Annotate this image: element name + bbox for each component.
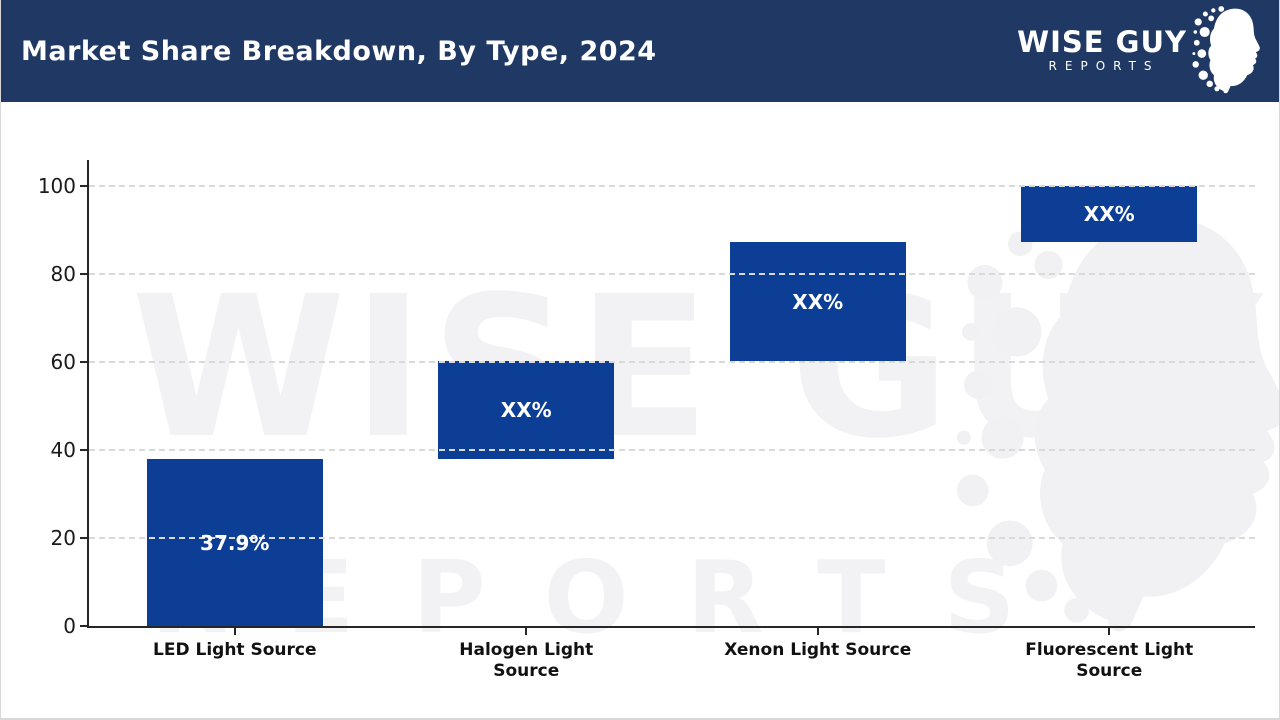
wise-guy-head-icon xyxy=(1192,6,1260,94)
x-tick-mark xyxy=(816,628,819,635)
chart-plot-area: 37.9% XX% XX% XX% 0 20 40 60 80 100 LED Light Sour… xyxy=(1,102,1279,718)
gridline-100 xyxy=(89,185,1255,187)
bar-xenon-light-source xyxy=(729,242,906,361)
bar-value-label: XX% xyxy=(500,397,552,422)
page-title: Market Share Breakdown, By Type, 2024 xyxy=(21,36,657,67)
y-axis-line xyxy=(87,160,89,628)
y-tick-mark xyxy=(80,185,88,187)
y-tick-mark xyxy=(80,273,88,275)
y-tick-mark xyxy=(80,625,88,627)
gridline-40 xyxy=(89,449,1255,451)
y-tick-mark xyxy=(80,361,88,363)
x-tick-mark xyxy=(233,628,236,635)
y-tick-label: 80 xyxy=(50,262,76,286)
bar-value-label: XX% xyxy=(1083,202,1135,227)
category-label-1: LED Light Source xyxy=(153,640,317,660)
y-tick-label: 100 xyxy=(37,174,76,198)
gridline-20 xyxy=(89,537,1255,539)
gridline-60 xyxy=(89,361,1255,363)
category-label-4: Fluorescent Light Source xyxy=(1025,640,1194,682)
bar-fluorescent-light-source xyxy=(1021,186,1198,243)
y-tick-label: 40 xyxy=(50,438,76,462)
x-axis-line xyxy=(87,626,1255,628)
y-tick-label: 20 xyxy=(50,526,76,550)
logo-reports-text: REPORTS xyxy=(1048,59,1160,74)
bar-led-light-source xyxy=(146,459,323,626)
bar-value-label: XX% xyxy=(792,289,844,314)
bar-value-label: 37.9% xyxy=(200,530,270,555)
wise-guy-logo-text: WISE GUY REPORTS xyxy=(1017,24,1187,74)
header: Market Share Breakdown, By Type, 2024 WI… xyxy=(1,0,1279,102)
category-label-2: Halogen Light Source xyxy=(459,640,594,682)
logo-name-text: WISE GUY xyxy=(1017,24,1187,59)
gridline-80 xyxy=(89,273,1255,275)
wise-guy-logo: WISE GUY REPORTS xyxy=(1017,6,1263,94)
x-tick-mark xyxy=(525,628,528,635)
bar-halogen-light-source xyxy=(438,360,615,460)
y-tick-label: 60 xyxy=(50,350,76,374)
x-tick-mark xyxy=(1108,628,1111,635)
y-tick-mark xyxy=(80,537,88,539)
y-tick-mark xyxy=(80,449,88,451)
y-tick-label: 0 xyxy=(63,614,76,638)
category-label-3: Xenon Light Source xyxy=(724,640,912,660)
